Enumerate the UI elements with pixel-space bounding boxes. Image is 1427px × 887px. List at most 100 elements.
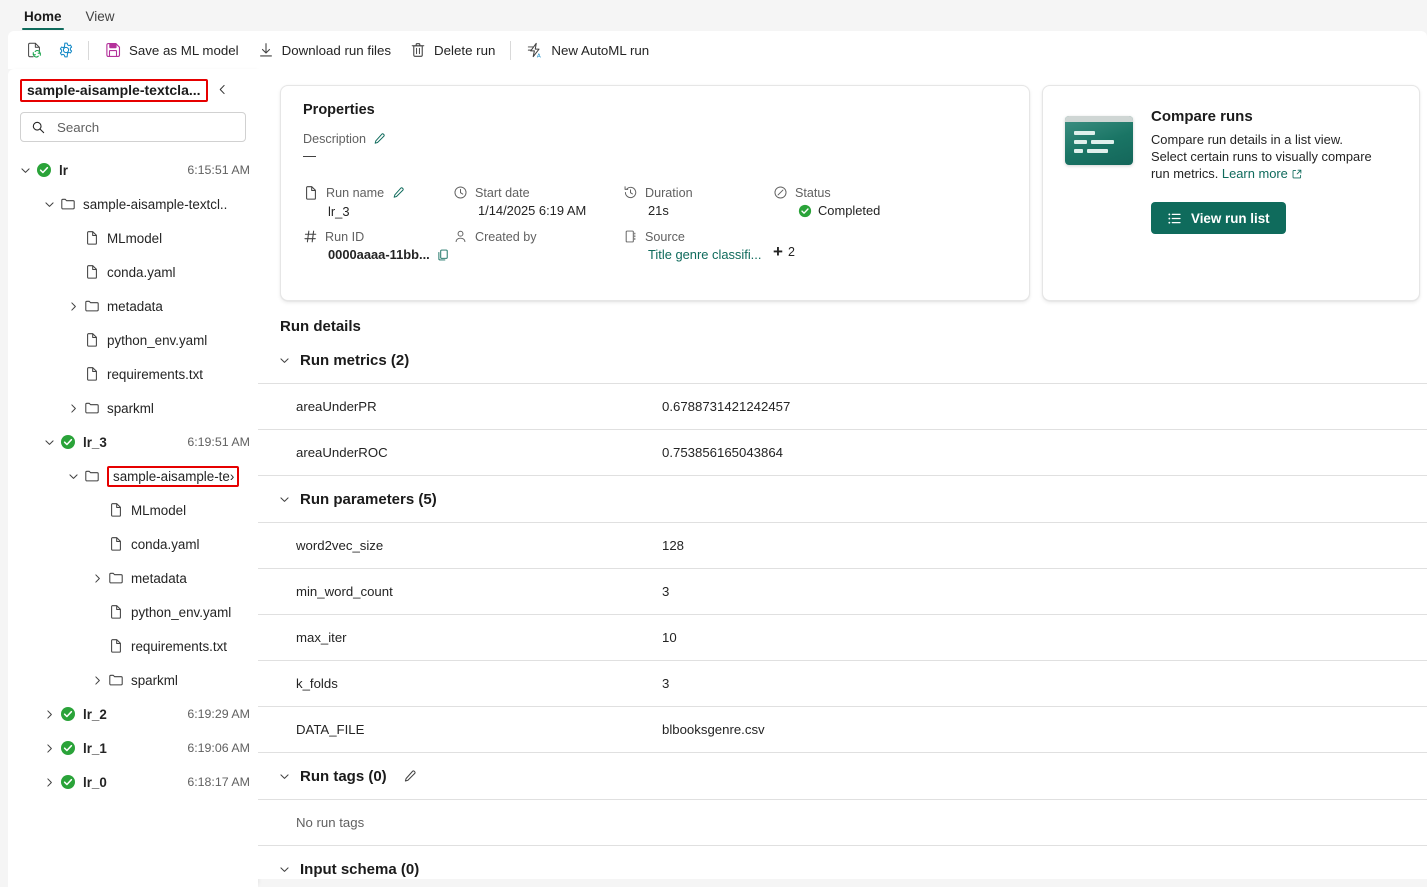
- description-value: —: [303, 148, 317, 163]
- search-input[interactable]: [55, 118, 235, 136]
- tree-item-condayaml[interactable]: conda.yaml: [8, 527, 258, 561]
- tree-item-label: lr_0: [83, 774, 107, 790]
- tree-item-mlmodel[interactable]: MLmodel: [8, 221, 258, 255]
- chevron-down-icon[interactable]: [16, 161, 34, 179]
- save-icon: [104, 41, 122, 59]
- section-header-input-3[interactable]: Input schema (0): [258, 845, 1427, 879]
- chevron-down-icon[interactable]: [278, 770, 291, 783]
- gear-icon: [57, 41, 75, 59]
- tree-item-condayaml[interactable]: conda.yaml: [8, 255, 258, 289]
- folder-icon: [82, 400, 102, 416]
- tree-item-lr_1[interactable]: lr_1 6:19:06 AM: [8, 731, 258, 765]
- new-automl-run-button[interactable]: A New AutoML run: [517, 36, 658, 64]
- property-header: Created by: [453, 229, 623, 244]
- detail-value: blbooksgenre.csv: [662, 722, 765, 737]
- save-as-ml-model-button[interactable]: Save as ML model: [95, 36, 248, 64]
- detail-value: 0.6788731421242457: [662, 399, 791, 414]
- property-value: 0000aaaa-11bb...: [328, 247, 453, 262]
- tree-item-lr_0[interactable]: lr_0 6:18:17 AM: [8, 765, 258, 799]
- detail-key: word2vec_size: [296, 538, 384, 553]
- folder-icon: [58, 196, 78, 212]
- tree-item-metadata[interactable]: metadata: [8, 561, 258, 595]
- compare-runs-description-text: Compare run details in a list view. Sele…: [1151, 132, 1372, 181]
- section-header-run-2[interactable]: Run tags (0): [258, 752, 1427, 799]
- section-header-run-1[interactable]: Run parameters (5): [258, 475, 1427, 522]
- detail-key: k_folds: [296, 676, 338, 691]
- refresh-document-button[interactable]: [18, 36, 50, 64]
- tree-item-sparkml[interactable]: sparkml: [8, 663, 258, 697]
- list-icon: [1167, 211, 1182, 226]
- property-value-text[interactable]: Title genre classifi...: [648, 247, 762, 262]
- chevron-right-icon[interactable]: [40, 773, 58, 791]
- chevron-right-icon[interactable]: [88, 671, 106, 689]
- status-success-icon: [58, 774, 78, 790]
- status-success-icon: [34, 162, 54, 178]
- external-link-icon[interactable]: [1291, 168, 1303, 180]
- tree-item-requirementstxt[interactable]: requirements.txt: [8, 629, 258, 663]
- property-source: Source Title genre classifi...: [623, 229, 773, 262]
- settings-button[interactable]: [50, 36, 82, 64]
- collapse-panel-button[interactable]: [214, 81, 231, 100]
- run-details-sections: Run metrics (2) areaUnderPR 0.678873142124…: [258, 337, 1427, 879]
- detail-row: min_word_count 3: [258, 568, 1427, 614]
- tree-item-lr_2[interactable]: lr_2 6:19:29 AM: [8, 697, 258, 731]
- tree-item-sampleaisampletextcl[interactable]: sample-aisample-textcl..: [8, 187, 258, 221]
- tree-item-lr[interactable]: lr 6:15:51 AM: [8, 153, 258, 187]
- tree-item-time: 6:18:17 AM: [187, 775, 250, 789]
- tree-item-label: metadata: [107, 298, 163, 314]
- clock-icon: [453, 185, 468, 200]
- chevron-right-icon[interactable]: [88, 569, 106, 587]
- tree-item-python_envyaml[interactable]: python_env.yaml: [8, 595, 258, 629]
- tree-item-lr_3[interactable]: lr_3 6:19:51 AM: [8, 425, 258, 459]
- tree-item-sparkml[interactable]: sparkml: [8, 391, 258, 425]
- property-label: Created by: [475, 229, 537, 244]
- detail-value: 0.753856165043864: [662, 445, 784, 460]
- chevron-down-icon[interactable]: [278, 863, 291, 876]
- tree-item-requirementstxt[interactable]: requirements.txt: [8, 357, 258, 391]
- tree-item-mlmodel[interactable]: MLmodel: [8, 493, 258, 527]
- edit-run-tags-icon[interactable]: [402, 769, 417, 784]
- more-properties-button[interactable]: +2: [773, 243, 1009, 262]
- view-run-list-button[interactable]: View run list: [1151, 202, 1286, 234]
- tab-view[interactable]: View: [85, 9, 115, 24]
- panel-title: sample-aisample-textcla...: [20, 79, 208, 102]
- tree-item-label: requirements.txt: [131, 638, 228, 654]
- copy-icon[interactable]: [436, 248, 450, 262]
- property-duration: Duration 21s: [623, 185, 773, 219]
- edit-description-icon[interactable]: [372, 132, 386, 146]
- chevron-down-icon[interactable]: [278, 493, 291, 506]
- file-icon: [82, 366, 102, 382]
- status-success-icon: [58, 706, 78, 722]
- search-box[interactable]: [20, 112, 246, 142]
- tree-item-python_envyaml[interactable]: python_env.yaml: [8, 323, 258, 357]
- property-value-text: lr_3: [328, 204, 350, 219]
- property-header: Status: [773, 185, 1009, 200]
- chevron-down-icon[interactable]: [64, 467, 82, 485]
- chevron-right-icon[interactable]: [40, 705, 58, 723]
- chevron-down-icon[interactable]: [40, 433, 58, 451]
- tree-item-metadata[interactable]: metadata: [8, 289, 258, 323]
- tree-item-label: MLmodel: [107, 230, 163, 246]
- download-run-files-button[interactable]: Download run files: [248, 36, 400, 64]
- section-header-run-0[interactable]: Run metrics (2): [258, 337, 1427, 383]
- tree-item-label: requirements.txt: [107, 366, 204, 382]
- tab-home[interactable]: Home: [14, 6, 72, 31]
- chevron-right-icon[interactable]: [64, 297, 82, 315]
- description-row: Description: [303, 132, 1009, 146]
- section-title: Run tags (0): [300, 767, 387, 785]
- chevron-right-icon[interactable]: [64, 399, 82, 417]
- chevron-down-icon[interactable]: [278, 354, 291, 367]
- detail-value: 3: [662, 676, 670, 691]
- tree-item-sampleaisamplete[interactable]: sample-aisample-te›: [8, 459, 258, 493]
- edit-run-name-icon[interactable]: [391, 186, 405, 200]
- detail-row: areaUnderROC 0.753856165043864: [258, 429, 1427, 475]
- detail-key: min_word_count: [296, 584, 393, 599]
- property-label: Start date: [475, 185, 530, 200]
- chevron-right-icon[interactable]: [40, 739, 58, 757]
- section-title: Input schema (0): [300, 860, 420, 878]
- detail-value: 128: [662, 538, 685, 553]
- learn-more-link[interactable]: Learn more: [1221, 166, 1288, 181]
- delete-run-button[interactable]: Delete run: [400, 36, 504, 64]
- chevron-down-icon[interactable]: [40, 195, 58, 213]
- property-value-text: 1/14/2025 6:19 AM: [478, 203, 587, 218]
